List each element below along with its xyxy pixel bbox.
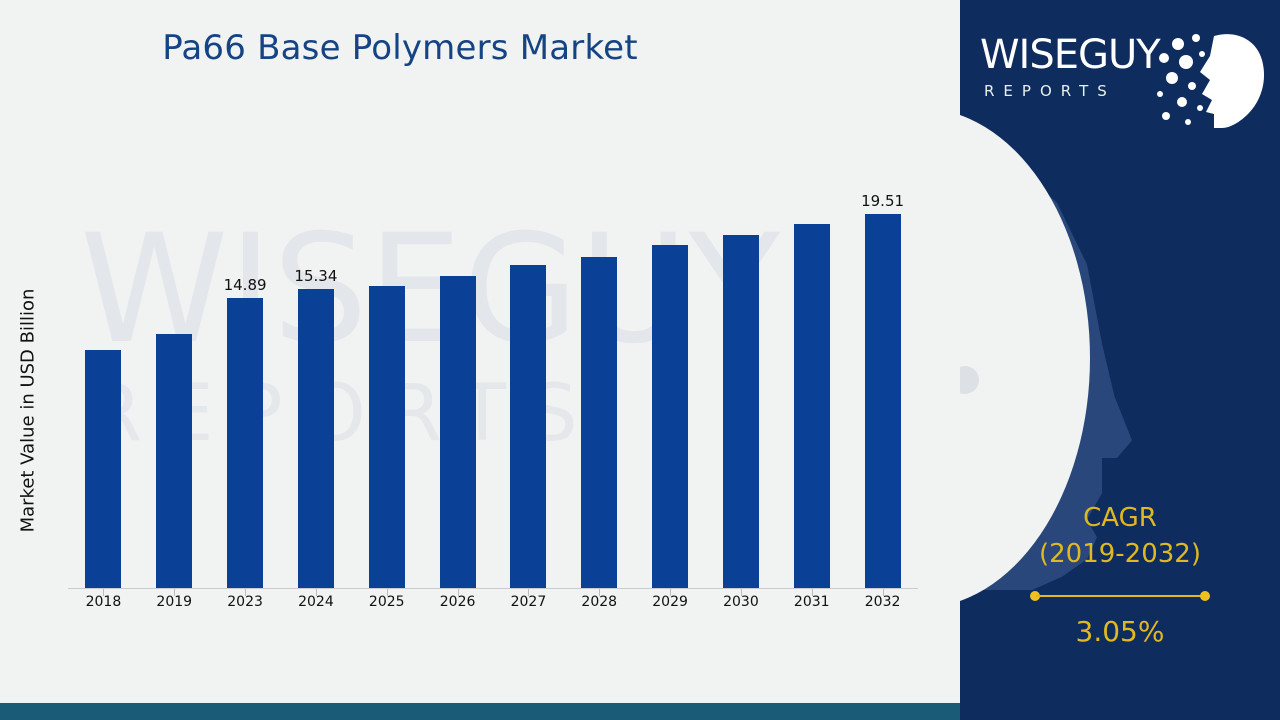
divider-dot-right — [1200, 591, 1210, 601]
bar-slot — [706, 150, 777, 588]
x-axis-tick — [174, 589, 176, 596]
bar-slot: 15.34 — [281, 150, 352, 588]
x-axis-tick-label: 2028 — [581, 594, 618, 610]
logo: WISEGUY REPORTS — [972, 32, 1272, 128]
bar-slot — [776, 150, 847, 588]
bar[interactable] — [297, 289, 334, 588]
x-axis-tick-label: 2032 — [864, 594, 901, 610]
bar[interactable] — [652, 245, 689, 588]
x-axis-tick-label: 2030 — [723, 594, 759, 610]
x-axis-tick-label: 2025 — [368, 594, 405, 610]
bar-slot — [635, 150, 706, 588]
x-axis-tick-label: 2026 — [439, 594, 476, 610]
bar-slot — [139, 150, 210, 588]
plot-area: 14.89 15.34 19.51 — [68, 150, 918, 588]
x-axis-tick — [599, 589, 601, 596]
bar-value-label: 14.89 — [223, 276, 267, 295]
x-axis-tick — [670, 589, 672, 596]
x-axis-tick — [528, 589, 530, 596]
bar[interactable] — [793, 224, 830, 588]
bar[interactable] — [581, 257, 618, 588]
bar-value-label: 15.34 — [294, 267, 338, 286]
x-axis-tick — [315, 589, 317, 596]
bar-value-label: 19.51 — [861, 192, 905, 211]
bar[interactable] — [510, 265, 547, 588]
logo-face-icon — [1157, 34, 1265, 128]
x-axis-tick — [245, 589, 247, 596]
x-axis-tick-label: 2031 — [793, 594, 830, 610]
dot-brain-graphic — [960, 366, 979, 394]
bar-slot: 19.51 — [847, 150, 918, 588]
x-axis-tick — [811, 589, 813, 596]
cagr-value: 3.05% — [1075, 615, 1165, 648]
cagr-divider — [1030, 590, 1210, 602]
y-axis-label: Market Value in USD Billion — [17, 288, 39, 533]
x-axis-tick — [457, 589, 459, 596]
x-axis-tick-label: 2023 — [227, 594, 263, 610]
bar-slot — [564, 150, 635, 588]
logo-wordmark: WISEGUY — [980, 32, 1161, 78]
page-title: Pa66 Base Polymers Market — [162, 28, 638, 68]
x-axis-tick-label: 2029 — [652, 594, 688, 610]
cagr-period: (2019-2032) — [1038, 539, 1201, 569]
bar-slot — [68, 150, 139, 588]
bottom-accent-strip — [0, 703, 960, 720]
x-axis-tick — [103, 589, 105, 596]
x-axis-tick — [740, 589, 742, 596]
x-axis-tick-label: 2027 — [510, 594, 547, 610]
bar[interactable] — [368, 285, 405, 588]
x-axis-line — [68, 588, 918, 589]
bar-slot: 14.89 — [210, 150, 281, 588]
bar-slot — [351, 150, 422, 588]
logo-tagline: REPORTS — [984, 82, 1116, 100]
cagr-block: CAGR (2019-2032) 3.05% — [960, 500, 1280, 650]
x-axis-tick-label: 2019 — [156, 594, 193, 610]
divider-dot-left — [1030, 591, 1040, 601]
x-axis-tick — [386, 589, 388, 596]
bar[interactable] — [156, 334, 193, 588]
bar-slot — [493, 150, 564, 588]
bar[interactable] — [85, 350, 122, 588]
bar[interactable] — [722, 234, 759, 588]
bar[interactable] — [227, 298, 264, 588]
cagr-title: CAGR — [1083, 503, 1157, 533]
x-axis-tick-label: 2024 — [298, 594, 334, 610]
bar-slot — [422, 150, 493, 588]
x-axis-tick — [882, 589, 884, 596]
chart-panel: Pa66 Base Polymers Market WISEGUY REPORT… — [0, 28, 960, 720]
x-axis-tick-label: 2018 — [85, 594, 122, 610]
bar[interactable] — [864, 214, 901, 588]
bar[interactable] — [439, 276, 476, 588]
brand-panel: WISEGUY REPORTS CAGR (2019-2032) — [960, 0, 1280, 720]
divider-line — [1036, 595, 1204, 597]
